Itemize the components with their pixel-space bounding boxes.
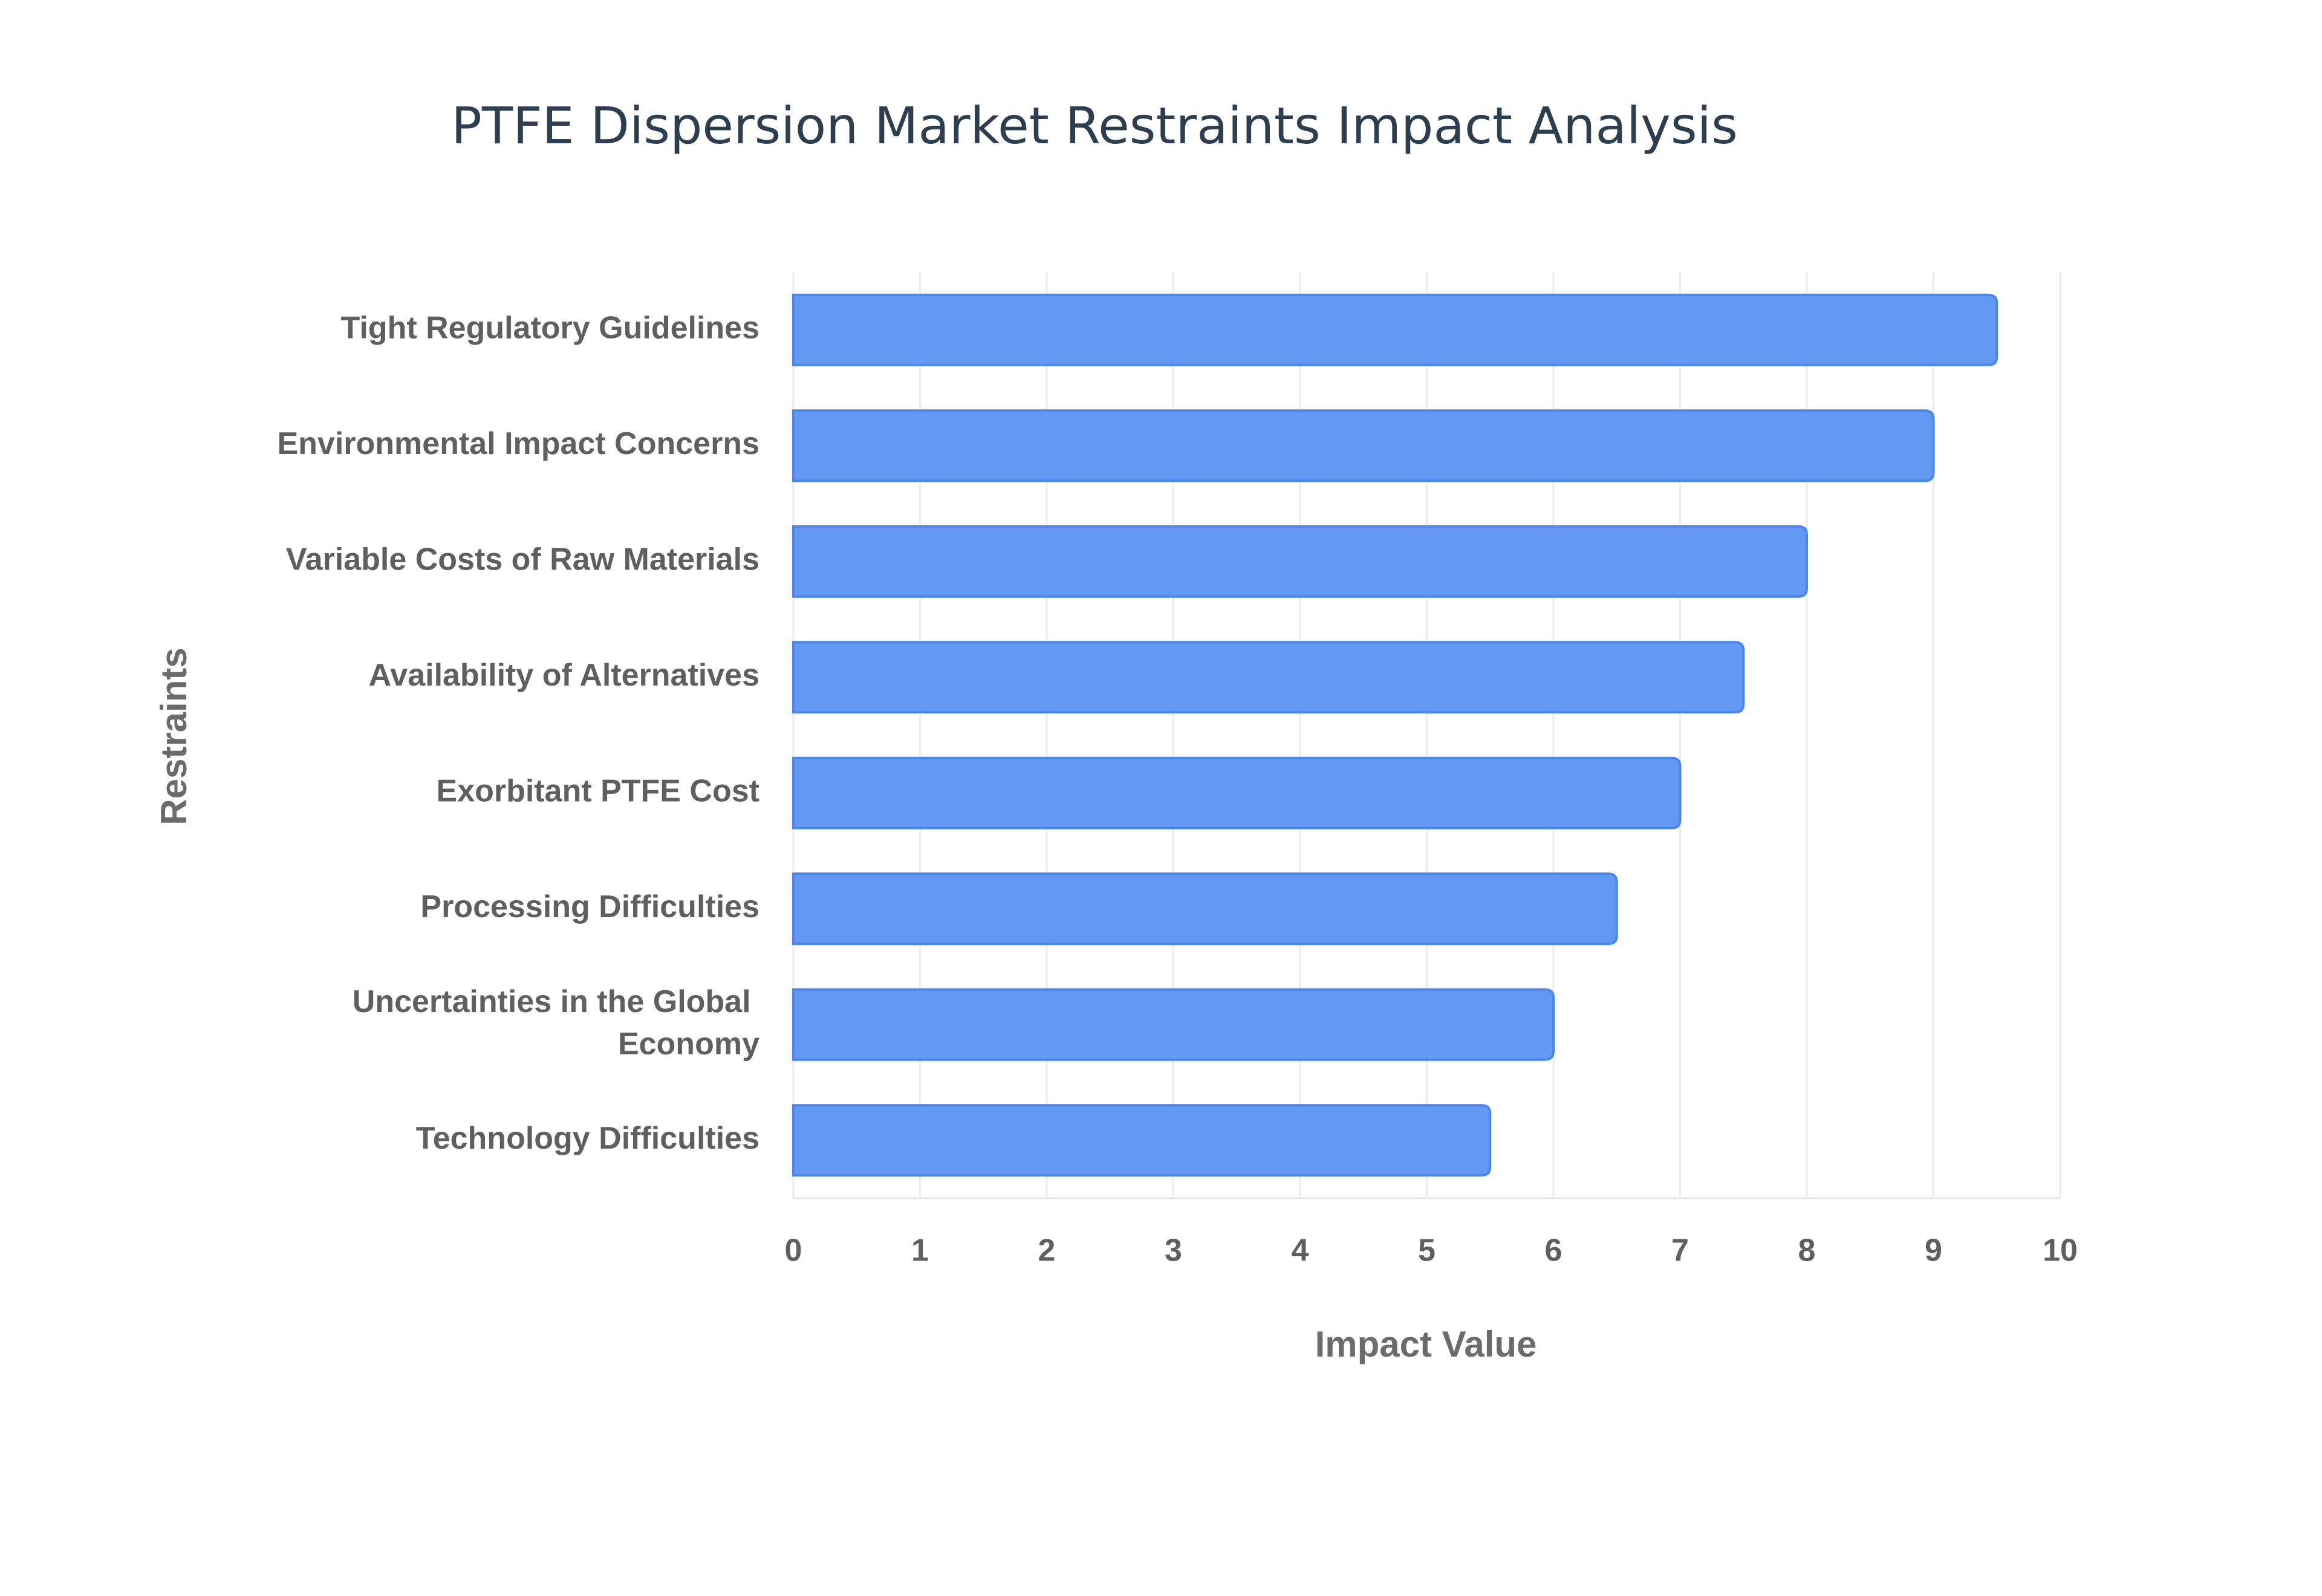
x-tick-label: 4 (1292, 1233, 1309, 1268)
bar (792, 409, 1935, 482)
bar (792, 988, 1555, 1061)
bar (792, 872, 1618, 946)
x-tick-label: 9 (1925, 1233, 1942, 1268)
x-tick-label: 5 (1418, 1233, 1436, 1268)
y-tick-label: Tight Regulatory Guidelines (341, 310, 759, 345)
x-tick-label: 3 (1165, 1233, 1182, 1268)
y-axis-title: Restraints (154, 647, 194, 825)
y-tick-label: Uncertainties in the Global Economy (353, 984, 759, 1061)
x-tick-label: 0 (785, 1233, 802, 1268)
x-tick-label: 1 (911, 1233, 929, 1268)
y-tick-label: Processing Difficulties (420, 889, 759, 924)
bar (792, 641, 1745, 714)
bar (792, 1104, 1492, 1177)
y-tick-label: Variable Costs of Raw Materials (286, 542, 759, 577)
x-tick-label: 6 (1545, 1233, 1563, 1268)
y-tick-label: Environmental Impact Concerns (277, 426, 759, 461)
bar (792, 756, 1682, 829)
y-tick-label: Availability of Alternatives (369, 658, 759, 693)
x-tick-label: 10 (2043, 1233, 2078, 1268)
x-tick-label: 2 (1038, 1233, 1056, 1268)
x-axis-title: Impact Value (1315, 1324, 1537, 1364)
y-tick-label: Exorbitant PTFE Cost (437, 773, 759, 808)
x-tick-label: 7 (1671, 1233, 1689, 1268)
bar (792, 293, 1998, 366)
chart-title: PTFE Dispersion Market Restraints Impact… (451, 96, 1738, 155)
bar (792, 525, 1808, 598)
x-tick-label: 8 (1798, 1233, 1816, 1268)
y-tick-label: Technology Difficulties (416, 1121, 759, 1156)
